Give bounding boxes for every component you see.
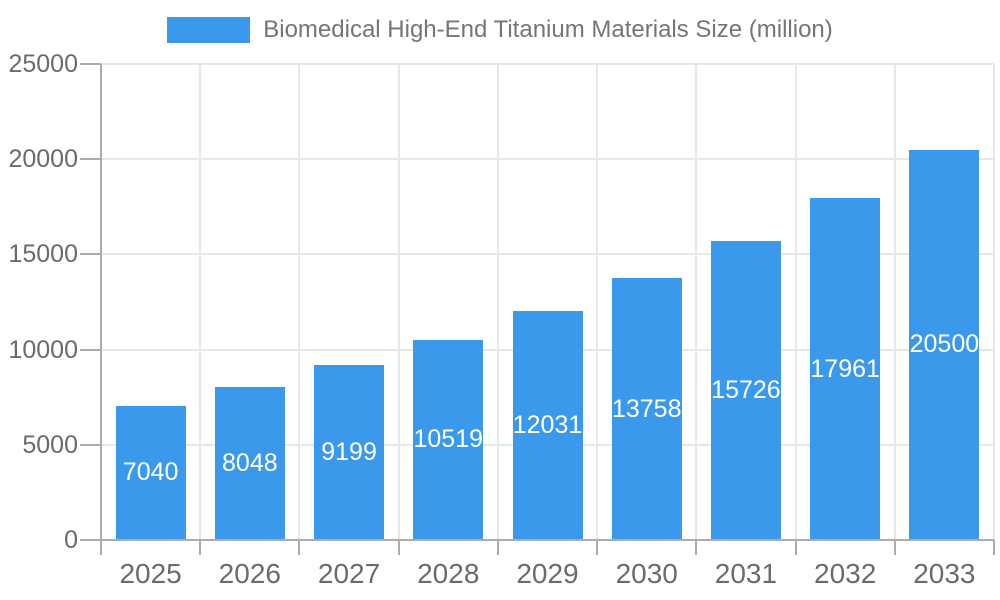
x-tick-label: 2029 xyxy=(516,558,579,589)
x-gridline xyxy=(496,64,499,540)
bar-2031: 15726 xyxy=(710,240,781,540)
bar-2026: 8048 xyxy=(214,386,285,540)
y-tick-label: 25000 xyxy=(8,50,78,78)
y-tick-label: 15000 xyxy=(8,240,78,269)
x-tick xyxy=(596,540,599,555)
legend-label: Biomedical High-End Titanium Materials S… xyxy=(263,16,833,43)
x-tick xyxy=(496,540,499,555)
x-tick-label: 2033 xyxy=(913,558,976,589)
bar-2033: 20500 xyxy=(909,149,980,540)
x-tick-label: 2025 xyxy=(119,558,182,589)
y-gridline xyxy=(101,63,994,65)
bar-2030: 13758 xyxy=(611,278,682,540)
chart-legend[interactable]: Biomedical High-End Titanium Materials S… xyxy=(0,14,1000,46)
y-gridline xyxy=(101,158,994,161)
x-gridline xyxy=(397,64,400,540)
x-tick xyxy=(794,540,797,555)
x-tick xyxy=(893,540,896,555)
bar-2027: 9199 xyxy=(314,364,385,540)
x-tick-label: 2028 xyxy=(417,558,480,589)
bar-2028: 10519 xyxy=(413,339,484,540)
bar-value-label: 8048 xyxy=(222,448,278,477)
x-tick-label: 2027 xyxy=(317,558,381,589)
y-tick xyxy=(80,158,101,161)
y-tick xyxy=(80,253,101,256)
x-tick xyxy=(695,540,698,555)
x-tick-label: 2031 xyxy=(714,558,778,589)
x-tick-label: 2032 xyxy=(814,558,877,589)
x-tick xyxy=(397,540,400,555)
bar-value-label: 9199 xyxy=(321,437,377,466)
x-gridline xyxy=(199,64,202,540)
x-gridline xyxy=(596,64,599,540)
bar-value-label: 10519 xyxy=(413,425,484,454)
y-tick-label: 20000 xyxy=(8,145,78,174)
legend-swatch xyxy=(167,17,251,43)
y-gridline xyxy=(101,253,994,256)
bar-value-label: 20500 xyxy=(909,330,980,359)
x-gridline xyxy=(794,64,797,540)
y-axis-line xyxy=(100,64,102,555)
x-tick xyxy=(993,540,995,555)
x-gridline xyxy=(695,64,698,540)
bar-2032: 17961 xyxy=(810,198,881,540)
bar-2025: 7040 xyxy=(115,405,186,540)
x-tick-label: 2030 xyxy=(615,558,678,589)
y-tick-label: 0 xyxy=(64,526,78,554)
y-tick xyxy=(80,63,101,65)
x-tick xyxy=(199,540,202,555)
x-tick xyxy=(298,540,301,555)
x-gridline xyxy=(893,64,896,540)
x-tick-label: 2026 xyxy=(218,558,281,589)
bar-value-label: 12031 xyxy=(512,410,583,439)
x-axis-line xyxy=(80,539,994,541)
bar-value-label: 17961 xyxy=(810,354,880,383)
x-gridline xyxy=(298,64,301,540)
bar-value-label: 13758 xyxy=(611,394,682,423)
x-gridline xyxy=(993,64,995,540)
bar-value-label: 15726 xyxy=(711,375,781,404)
bar-value-label: 7040 xyxy=(122,458,179,487)
y-tick-label: 5000 xyxy=(22,430,78,459)
y-tick-label: 10000 xyxy=(8,335,78,364)
bar-2029: 12031 xyxy=(512,310,583,540)
y-tick xyxy=(80,348,101,351)
y-tick xyxy=(80,443,101,446)
